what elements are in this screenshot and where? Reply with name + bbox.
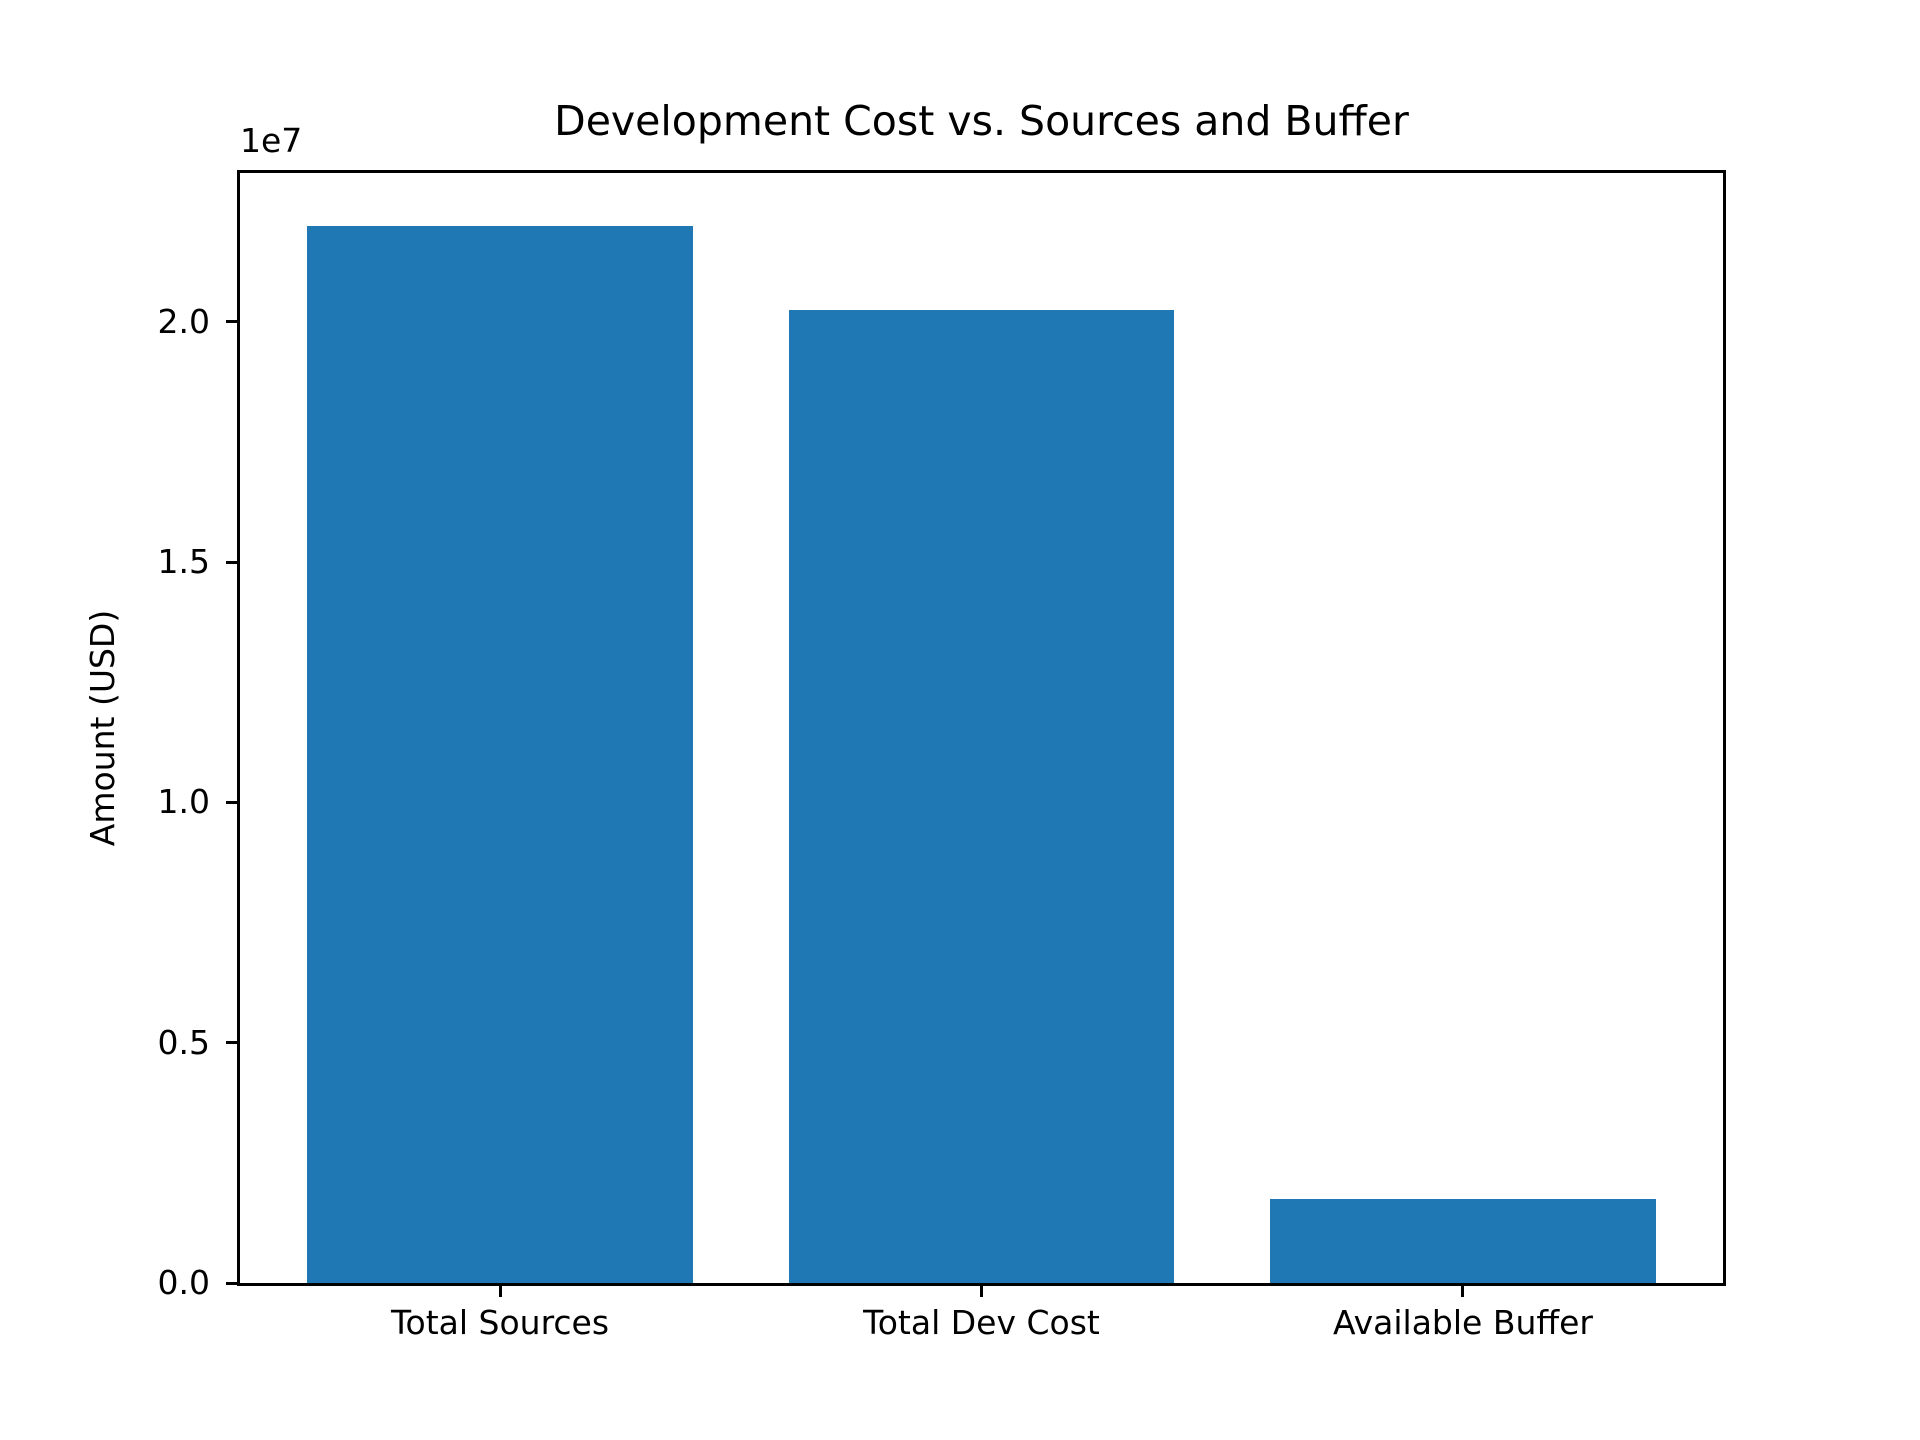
chart-title: Development Cost vs. Sources and Buffer <box>554 97 1409 145</box>
x-tick-label-total-dev-cost: Total Dev Cost <box>863 1303 1100 1342</box>
x-tick-label-total-sources: Total Sources <box>390 1303 610 1342</box>
y-axis-label: Amount (USD) <box>83 609 122 847</box>
y-tick-label-0.0: 0.0 <box>157 1263 210 1302</box>
x-tick-label-available-buffer: Available Buffer <box>1332 1303 1593 1342</box>
bars-layer <box>240 173 1723 1283</box>
bar-total-dev-cost <box>788 309 1175 1283</box>
bar-available-buffer <box>1270 1198 1656 1283</box>
y-tick-label-2.0: 2.0 <box>157 301 210 341</box>
bar-total-sources <box>307 225 693 1283</box>
y-tick-label-0.5: 0.5 <box>157 1022 210 1062</box>
y-axis-offset-label: 1e7 <box>240 121 303 160</box>
